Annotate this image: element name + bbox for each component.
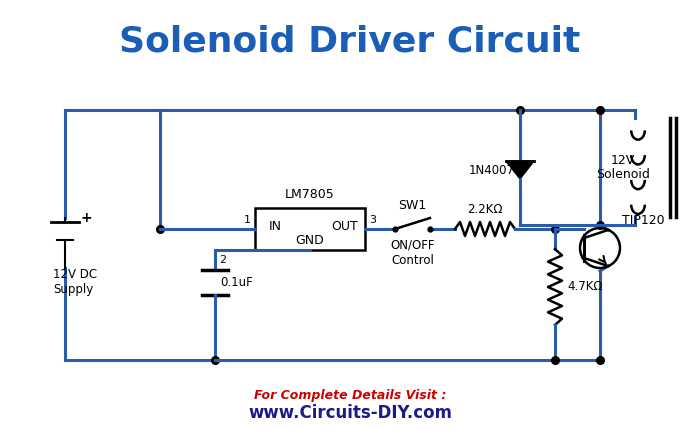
- Text: 2.2KΩ: 2.2KΩ: [468, 203, 503, 216]
- Polygon shape: [506, 161, 534, 179]
- FancyBboxPatch shape: [255, 208, 365, 250]
- Text: ON/OFF
Control: ON/OFF Control: [391, 239, 435, 267]
- Text: OUT: OUT: [332, 219, 358, 233]
- Text: 4.7KΩ: 4.7KΩ: [567, 280, 603, 294]
- Text: GND: GND: [295, 234, 324, 248]
- Text: SW1: SW1: [398, 199, 426, 212]
- Text: Solenoid Driver Circuit: Solenoid Driver Circuit: [119, 25, 581, 59]
- Text: 1: 1: [244, 215, 251, 225]
- Text: 2: 2: [219, 255, 226, 265]
- Text: 0.1uF: 0.1uF: [220, 276, 253, 289]
- Text: IN: IN: [269, 219, 281, 233]
- Text: www.Circuits-DIY.com: www.Circuits-DIY.com: [248, 404, 452, 422]
- Text: 12V DC
Supply: 12V DC Supply: [53, 268, 97, 296]
- Text: 1N4007: 1N4007: [469, 163, 515, 176]
- Text: +: +: [81, 211, 92, 225]
- Text: LM7805: LM7805: [285, 188, 335, 201]
- Text: 3: 3: [369, 215, 376, 225]
- Text: 12V
Solenoid: 12V Solenoid: [596, 154, 650, 181]
- Text: For Complete Details Visit :: For Complete Details Visit :: [254, 388, 446, 402]
- Text: TIP120: TIP120: [622, 214, 664, 227]
